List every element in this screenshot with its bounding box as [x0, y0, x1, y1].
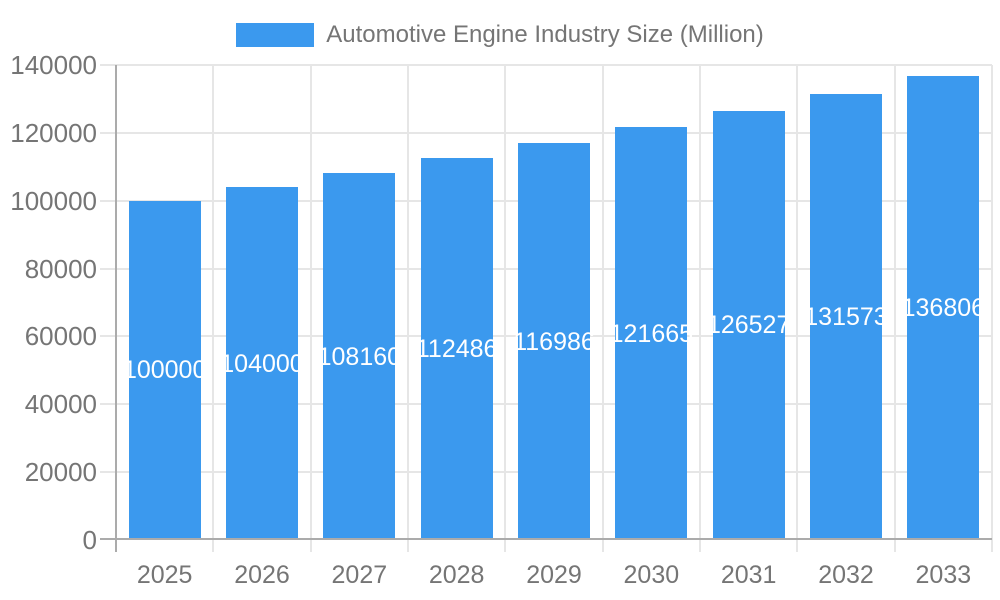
- legend-item[interactable]: Automotive Engine Industry Size (Million…: [236, 22, 764, 48]
- x-axis-line: [100, 538, 992, 540]
- y-axis-label: 100000: [10, 185, 97, 216]
- x-axis-label: 2033: [915, 561, 972, 589]
- y-axis-label: 80000: [24, 253, 97, 284]
- y-axis-label: 120000: [10, 117, 97, 148]
- x-axis-label: 2028: [428, 561, 485, 589]
- x-gridline: [893, 65, 896, 552]
- x-axis-label: 2026: [234, 561, 290, 589]
- legend: Automotive Engine Industry Size (Million…: [0, 22, 1000, 48]
- plot-area: 100000 104000 108160 112486 116986 121665 1265…: [100, 64, 993, 552]
- bar[interactable]: [907, 75, 980, 540]
- y-axis-label: 20000: [24, 457, 97, 488]
- x-axis-label: 2025: [136, 561, 193, 589]
- y-gridline: [100, 131, 992, 134]
- x-gridline: [407, 65, 409, 552]
- y-axis-label: 0: [82, 525, 97, 555]
- bar[interactable]: [518, 143, 590, 540]
- x-gridline: [796, 65, 799, 552]
- y-axis-label: 60000: [24, 321, 97, 352]
- bar[interactable]: [128, 200, 201, 540]
- bar[interactable]: [712, 110, 785, 540]
- y-axis-line: [115, 65, 117, 552]
- x-axis-label: 2031: [720, 561, 777, 589]
- x-gridline: [309, 65, 312, 552]
- x-axis-label: 2027: [331, 561, 388, 589]
- bar[interactable]: [810, 93, 882, 540]
- x-axis-label: 2032: [818, 561, 874, 589]
- x-gridline: [601, 65, 604, 552]
- x-gridline: [991, 65, 993, 552]
- legend-swatch: [236, 23, 315, 47]
- x-axis-label: 2029: [526, 561, 582, 589]
- x-axis-label: 2030: [623, 561, 680, 589]
- x-gridline: [699, 65, 701, 552]
- bar[interactable]: [323, 173, 396, 540]
- bar[interactable]: [615, 127, 688, 540]
- legend-label: Automotive Engine Industry Size (Million…: [326, 21, 764, 48]
- y-axis-label: 40000: [24, 389, 97, 420]
- y-axis-label: 140000: [10, 50, 97, 80]
- bar[interactable]: [226, 187, 298, 540]
- x-gridline: [212, 65, 215, 552]
- y-gridline: [100, 64, 992, 66]
- x-gridline: [504, 65, 507, 552]
- bar[interactable]: [420, 158, 493, 540]
